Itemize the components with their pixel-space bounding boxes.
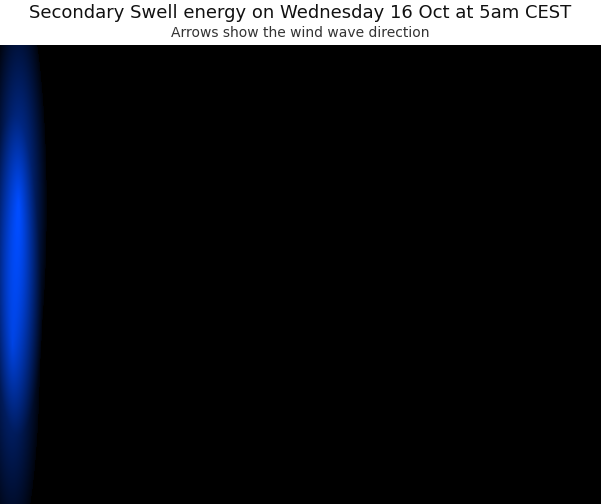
Text: Arrows show the wind wave direction: Arrows show the wind wave direction xyxy=(171,26,430,40)
Text: Secondary Swell energy on Wednesday 16 Oct at 5am CEST: Secondary Swell energy on Wednesday 16 O… xyxy=(29,4,572,22)
